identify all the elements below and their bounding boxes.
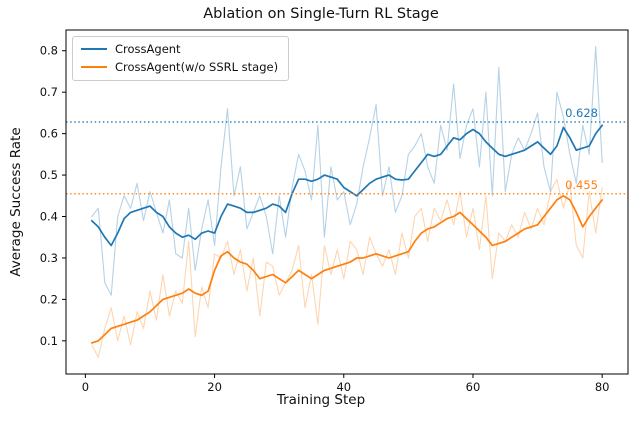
x-tick-label: 60	[466, 380, 481, 394]
legend-entry-crossagent: CrossAgent	[81, 42, 278, 56]
legend-label: CrossAgent	[115, 42, 181, 56]
y-tick-label: 0.6	[40, 127, 58, 141]
plot-frame	[65, 29, 629, 375]
line-swatch-blue-icon	[81, 48, 107, 50]
y-tick-label: 0.4	[40, 210, 58, 224]
x-axis-label: Training Step	[276, 392, 366, 408]
legend: CrossAgent CrossAgent(w/o SSRL stage)	[72, 36, 290, 81]
y-tick-label: 0.5	[40, 168, 58, 182]
y-tick-label: 0.1	[40, 334, 58, 348]
legend-label: CrossAgent(w/o SSRL stage)	[115, 60, 279, 74]
line-swatch-orange-icon	[81, 66, 107, 68]
crossagent-w-o-ssrl-smoothed-line	[90, 194, 604, 344]
crossagent-raw-line	[91, 46, 603, 296]
x-tick-label: 80	[595, 380, 610, 394]
y-tick-label: 0.8	[40, 44, 58, 58]
crossagent-w-o-ssrl-raw-line	[91, 178, 603, 358]
x-tick-label: 0	[82, 380, 89, 394]
y-tick-label: 0.3	[40, 251, 58, 265]
y-tick-label: 0.2	[40, 292, 58, 306]
crossagent-smoothed-line	[90, 124, 604, 247]
y-tick-label: 0.7	[40, 85, 58, 99]
x-tick-label: 20	[207, 380, 222, 394]
chart-title: Ablation on Single-Turn RL Stage	[203, 6, 439, 22]
x-tick-label: 40	[336, 380, 351, 394]
threshold-label-crossagent: 0.628	[565, 106, 598, 120]
legend-entry-crossagent-wo-ssrl: CrossAgent(w/o SSRL stage)	[81, 60, 278, 74]
threshold-label-crossagent-wo-ssrl: 0.455	[565, 177, 598, 192]
y-axis-label: Average Success Rate	[8, 127, 24, 277]
